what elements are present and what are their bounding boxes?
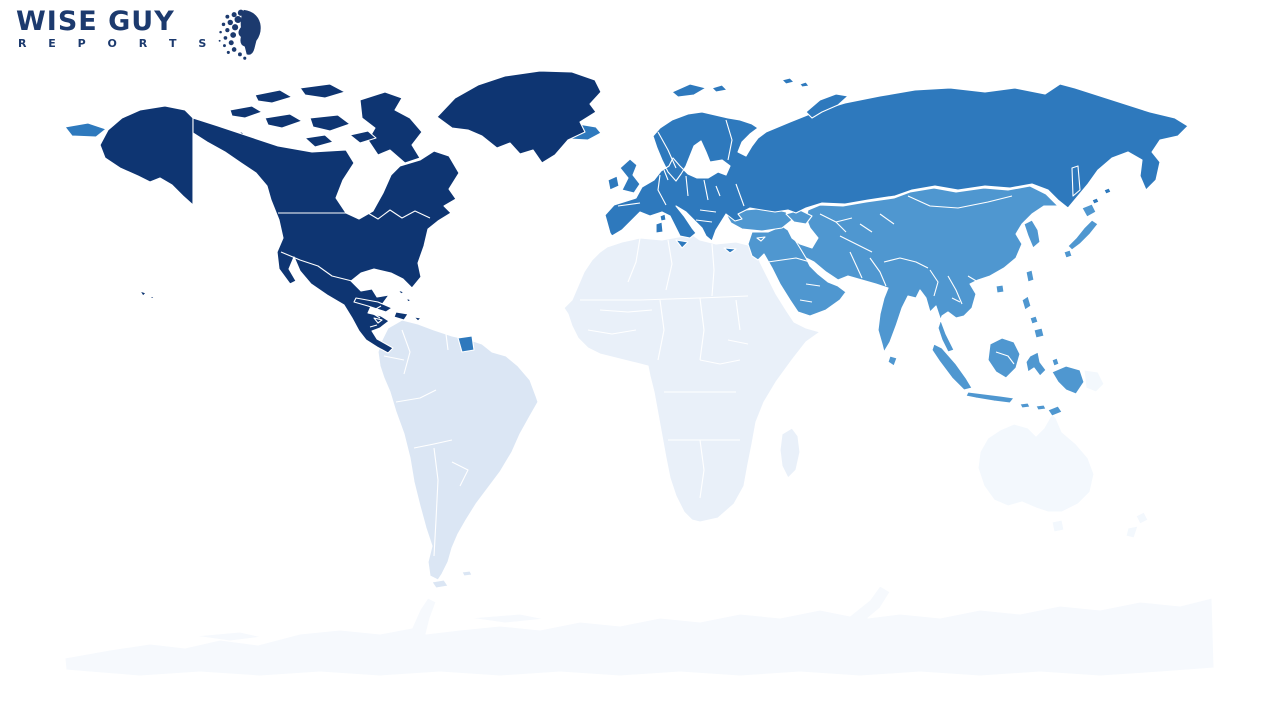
wise-guy-reports-logo: WISE GUY R E P O R T S <box>16 8 267 64</box>
region-asia-pacific <box>726 185 1099 417</box>
region-oceania <box>977 369 1149 539</box>
logo-subtitle: R E P O R T S <box>18 37 216 50</box>
logo-wordmark: WISE GUY <box>16 6 175 37</box>
region-africa <box>563 232 821 523</box>
region-antarctica <box>64 585 1215 677</box>
region-europe <box>64 77 1189 353</box>
region-north-america <box>99 70 602 354</box>
logo-head-dots-icon <box>218 9 261 60</box>
region-south-america <box>377 319 539 589</box>
